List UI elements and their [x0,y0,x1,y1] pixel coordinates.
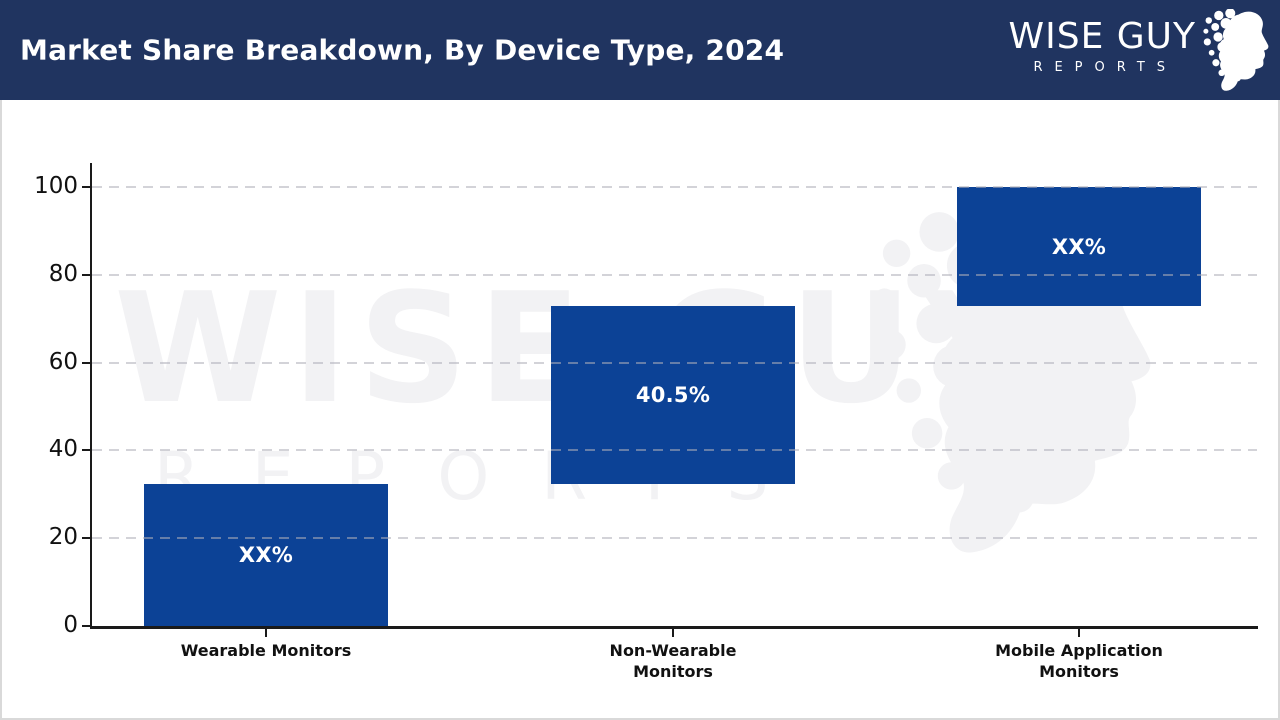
x-category-label: Mobile Application Monitors [995,641,1163,682]
y-axis [90,163,92,628]
x-tick-mark [265,628,267,637]
bar-value-label: XX% [238,543,294,568]
y-tick-mark-100 [82,186,90,188]
bar-segment: XX% [144,484,388,626]
gridline-60 [92,361,1257,364]
x-tick-mark [672,628,674,637]
y-tick-mark-40 [82,449,90,452]
x-category-label: Wearable Monitors [180,641,352,660]
y-tick-label-0: 0 [63,612,78,638]
y-tick-label-100: 100 [34,173,78,199]
header-bar: Market Share Breakdown, By Device Type, … [0,0,1280,100]
y-tick-mark-60 [82,361,90,364]
y-tick-label-20: 20 [48,524,78,551]
x-category-label: Non-Wearable Monitors [609,641,737,682]
y-tick-mark-20 [82,537,90,540]
x-axis [90,626,1258,629]
logo-reports-label: REPORTS [1033,60,1178,75]
y-tick-mark-80 [82,273,90,276]
gridline-40 [92,449,1257,452]
gridline-20 [92,537,1257,540]
wiseguy-head-icon [1200,9,1272,95]
bar-segment: 40.5% [551,306,795,485]
y-tick-mark-0 [82,625,90,627]
bar-value-label: 40.5% [635,383,711,408]
chart-area: WISE GUY REPORTS XX% 40.5% XX% 0 20 40 60 80 10… [2,100,1280,718]
gridline-80 [92,273,1257,276]
brand-logo: WISE GUY REPORTS [1009,5,1274,97]
logo-wiseguy-label: WISE GUY [1008,16,1196,57]
y-tick-label-60: 60 [48,348,78,375]
gridline-100 [92,186,1257,188]
bar-value-label: XX% [1051,234,1107,259]
y-tick-label-40: 40 [48,436,78,463]
page-title: Market Share Breakdown, By Device Type, … [20,33,785,67]
x-tick-mark [1078,628,1080,637]
bar-segment: XX% [957,187,1201,307]
y-tick-label-80: 80 [48,260,78,287]
logo-wordmark: WISE GUY REPORTS [1008,16,1197,76]
